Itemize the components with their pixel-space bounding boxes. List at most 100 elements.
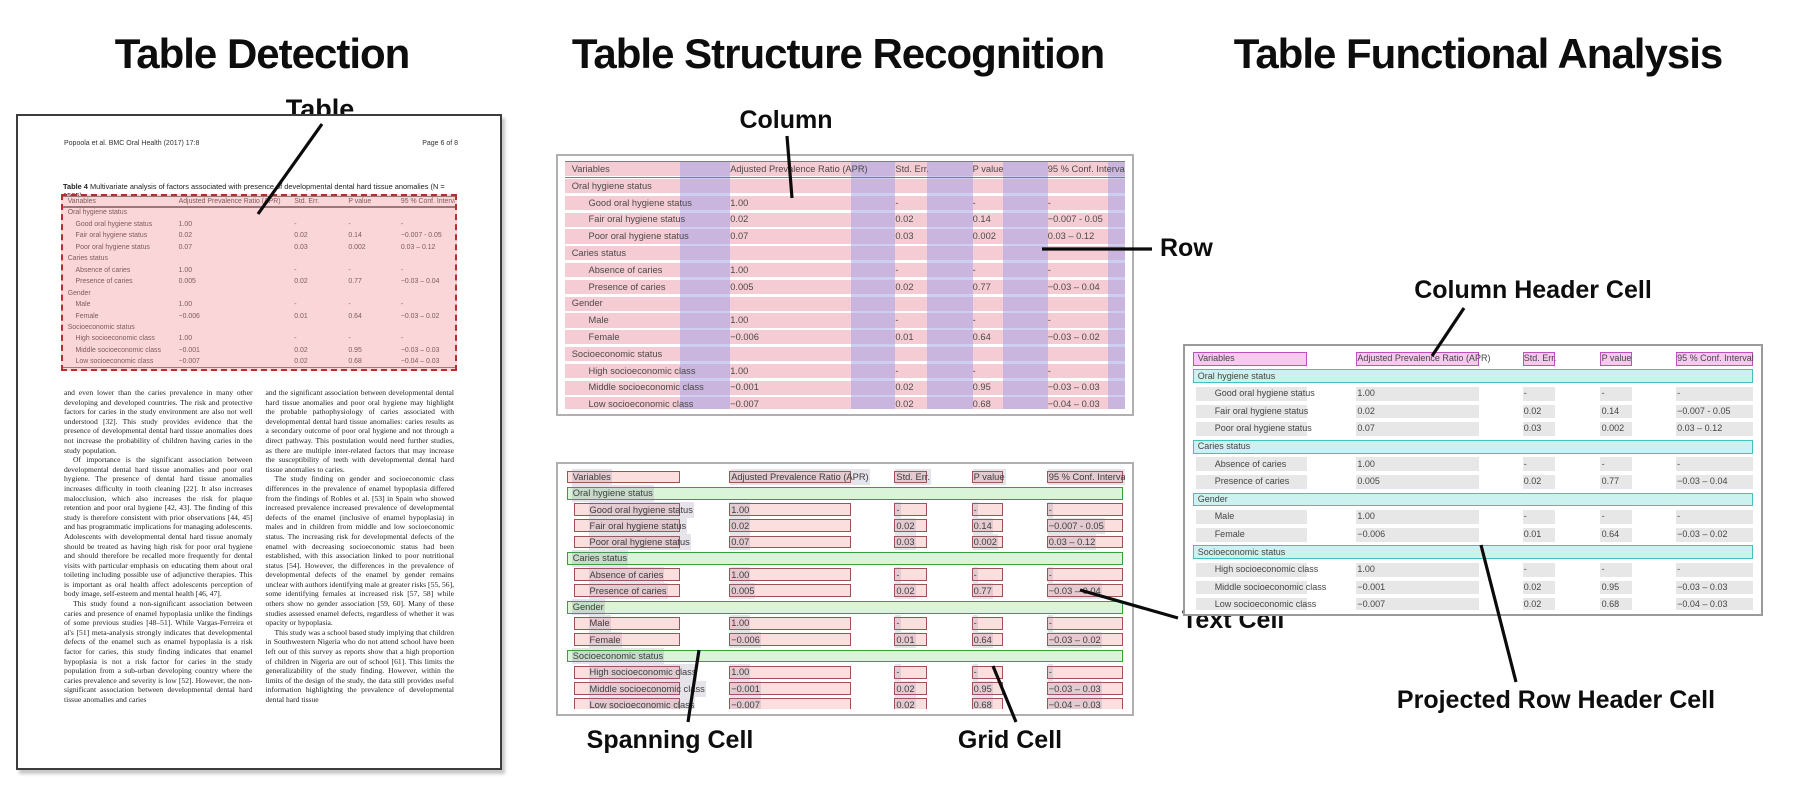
table-cell-text: Good oral hygiene status [75,220,153,228]
table-cell-text: 0.03 – 0.12 [1047,231,1095,242]
table-cell-text: 0.01 [1523,529,1542,539]
table-cell-text: 1.00 [730,664,751,681]
table-cell-text: Adjusted Prevalence Ratio (APR) [730,164,868,174]
cell-box [1046,665,1123,679]
table-cell-text: 1.00 [1357,388,1375,399]
table-data-row: Middle socioeconomic class −0.001 0.02 0.95… [63,345,455,356]
table-cell-text: −0.04 – 0.03 [1047,399,1100,409]
table-cell-text: 0.64 [972,332,991,342]
table-cell-text: Fair oral hygiene status [1214,405,1309,416]
table-cell-text: Male [588,315,609,326]
gray-box [1522,580,1556,595]
table-cell-text: Fair oral hygiene status [588,517,688,535]
cell-box [894,665,927,679]
table-cell-text: - [895,264,899,275]
table-cell-text: - [400,335,404,343]
table-cell-text: 0.03 – 0.12 [400,243,436,251]
document-table: Variables Adjusted Prevalence Ratio (APR)… [63,196,455,368]
table-cell-text: −0.006 [1357,529,1386,539]
table-cell-text: Variables [571,164,610,174]
table-cell-text: - [1047,197,1051,208]
gray-box [1356,563,1479,577]
table-content: Variables Adjusted Prevalence Ratio (APR)… [1191,350,1755,610]
gray-box [1522,387,1556,401]
doc-body-column-left: and even lower than the caries prevalenc… [64,388,253,705]
table-data-row: Presence of caries 0.005 0.02 0.77 −0.03 – 0… [1191,473,1755,491]
table-data-row: Good oral hygiene status 1.00 - - - [1191,385,1755,403]
gray-box [1676,475,1753,489]
column-highlight-band [850,161,896,409]
table-section-row: Caries status [63,253,455,264]
gray-box [1522,422,1556,437]
table-data-row: Presence of caries 0.005 0.02 0.77 −0.03 – 0… [63,276,455,287]
table-section-row: Gender [565,599,1125,616]
cell-box [894,633,927,647]
cell-box [729,617,851,630]
table-cell-text: 0.002 [1601,423,1625,434]
span-box [567,649,1123,663]
gray-box [1600,475,1633,489]
cell-box [894,617,927,630]
table-cell-text: Std. Err. [895,164,929,174]
table-cell-text: Gender [1197,493,1228,504]
panel-title-table-functional-analysis: Table Functional Analysis [1233,30,1723,77]
cell-box [729,470,851,484]
table-cell-text: 0.03 – 0.12 [1047,534,1097,551]
table-cell-text: −0.03 – 0.04 [400,278,440,286]
table-cell-text: 0.005 [1357,476,1380,487]
gray-box [1356,598,1479,610]
table-cell-text: Male [588,615,611,632]
table-header-row: Variables Adjusted Prevalence Ratio (APR)… [1191,350,1755,368]
cell-box [971,584,1003,598]
table-cell-text: 0.03 [294,243,308,251]
cell-box [567,470,681,484]
table-section-row: Oral hygiene status [63,207,455,218]
cell-box [894,470,927,484]
table-cell-text: −0.001 [730,680,761,697]
table-cell-text: 0.02 [1523,476,1542,487]
table-cell-text: Good oral hygiene status [588,197,692,208]
table-cell-text: 0.64 [972,631,993,648]
table-data-row: Male 1.00 - - - [565,615,1125,632]
table-cell-text: Male [75,301,91,309]
table-cell-text: Gender [571,298,603,309]
table-cell-text: −0.001 [730,382,759,393]
gray-box [1195,527,1308,542]
gray-box [1356,510,1479,525]
table-cell-text: 1.00 [730,365,749,376]
table-cell-text: Middle socioeconomic class [1214,581,1327,592]
callout-row: Row [1160,234,1213,262]
document-page: Popoola et al. BMC Oral Health (2017) 17… [16,114,502,770]
table-cell-text: 95 % Conf. Interval [1047,469,1125,486]
table-cell-text: 0.02 [294,232,308,240]
cell-box [1046,535,1123,549]
table-cell-text: 0.07 [730,231,749,242]
table-cell-text: 0.68 [1601,599,1620,610]
table-cell-text: 0.64 [1601,529,1620,539]
cell-box [971,568,1003,581]
table-cell-text: Middle socioeconomic class [588,680,706,697]
table-cell-text: Low socioeconomic class [1214,599,1317,610]
table-cell-text: Gender [67,289,91,297]
table-cell-text: Socioeconomic status [571,348,663,359]
table-section-row: Socioeconomic status [565,647,1125,665]
table-cell-text: Gender [571,599,605,616]
table-cell-text: 0.01 [895,631,916,648]
table-cell-text: Caries status [571,248,626,258]
gray-box [1195,510,1308,525]
table-cell-text: 1.00 [730,264,749,275]
table-cell-text: 0.02 [895,582,916,600]
table-cell-text: −0.007 - 0.05 [1047,214,1103,225]
table-cell-text: Presence of caries [75,278,133,286]
table-cell-text: 0.77 [1601,476,1620,487]
callout-column: Column [739,106,833,134]
table-cell-text: −0.007 - 0.05 [1047,517,1105,535]
gray-box [1356,457,1479,472]
table-cell-text: - [972,315,976,326]
table-cell-text: - [895,365,899,376]
table-cell-text: 0.005 [178,278,196,286]
table-cell-text: −0.007 [730,399,759,409]
doc-page-number: Page 6 of 8 [422,140,458,147]
table-cell-text: Oral hygiene status [67,209,128,217]
table-cell-text: Fair oral hygiene status [588,214,686,225]
